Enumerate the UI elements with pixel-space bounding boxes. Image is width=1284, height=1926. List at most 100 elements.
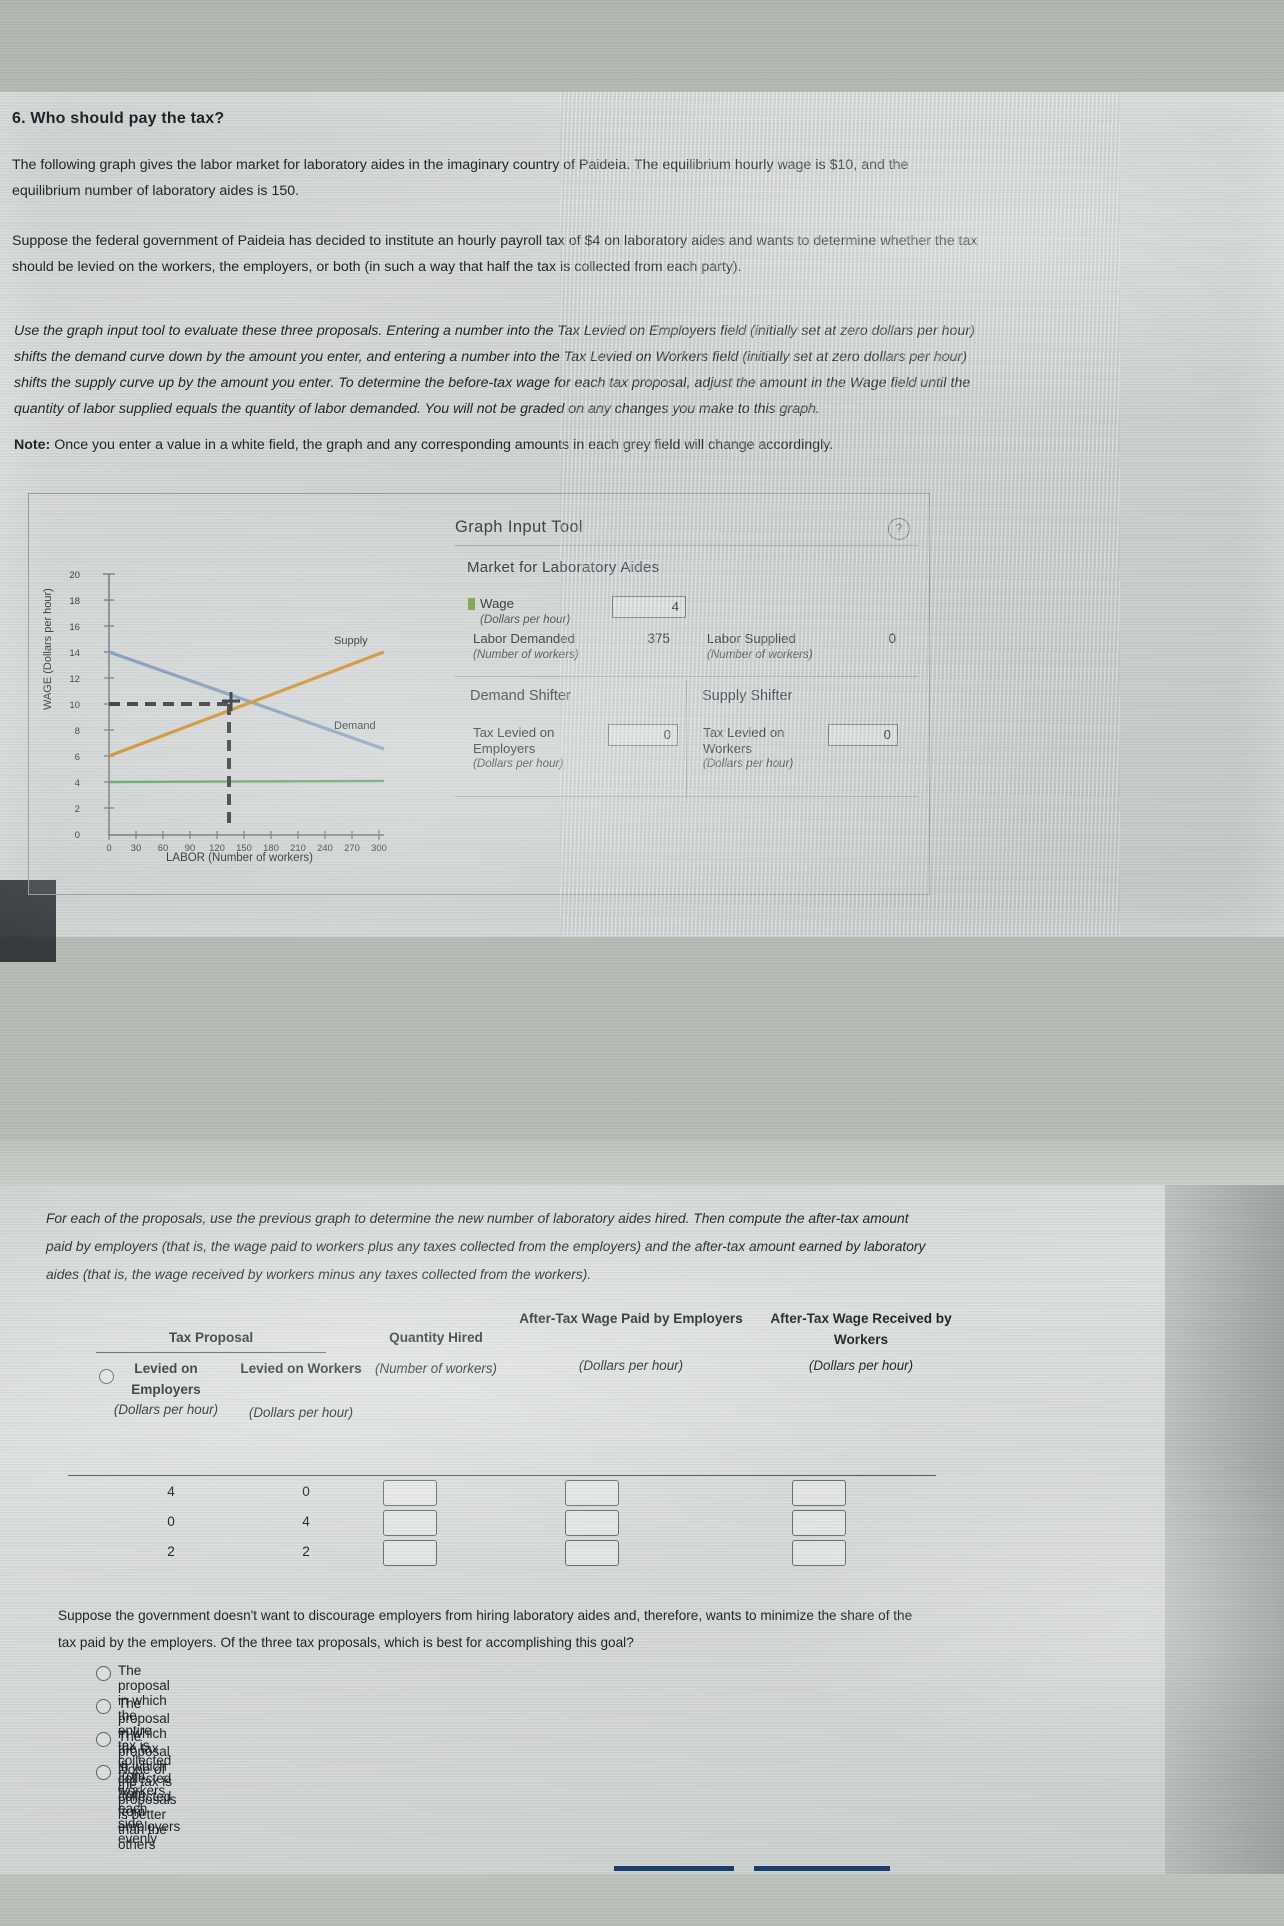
table-col-levied-workers: Levied on Workers xyxy=(240,1361,362,1376)
screen-seam xyxy=(0,1140,1284,1190)
tax-levied-workers-unit: (Dollars per hour) xyxy=(703,757,794,770)
demand-series-label: Demand xyxy=(334,720,376,732)
table-col-levied-workers-unit: (Dollars per hour) xyxy=(248,1405,354,1420)
table-row: 0 xyxy=(167,1514,175,1529)
note-label: Note: xyxy=(14,437,51,453)
option-4-label[interactable]: None of the proposals is better than the… xyxy=(118,1762,177,1852)
table-row: 2 xyxy=(167,1544,175,1559)
radio-option-2-icon[interactable] xyxy=(96,1699,111,1714)
y-tick-8: 8 xyxy=(74,726,80,737)
x-tick-marks xyxy=(108,830,380,840)
market-heading: Market for Laboratory Aides xyxy=(467,559,660,576)
y-tick-18: 18 xyxy=(69,596,80,607)
y-tick-14: 14 xyxy=(69,648,80,659)
table-col-after-tax-received-unit: (Dollars per hour) xyxy=(808,1358,914,1373)
tax-levied-workers-input[interactable]: 0 xyxy=(828,724,898,746)
x-tick-240: 240 xyxy=(317,842,333,853)
after-tax-received-input-row2[interactable] xyxy=(792,1510,846,1536)
x-tick-300: 300 xyxy=(371,842,387,853)
option-3-label[interactable]: The proposal in which the tax is collect… xyxy=(118,1729,181,1834)
table-col-levied-employers: Levied on Employers xyxy=(131,1361,201,1397)
y-tick-20: 20 xyxy=(69,570,80,581)
labor-supplied-unit: (Number of workers) xyxy=(707,647,813,661)
labor-demanded-unit: (Number of workers) xyxy=(473,647,579,661)
intro-paragraph-3: Use the graph input tool to evaluate the… xyxy=(14,323,975,417)
x-tick-90: 90 xyxy=(184,842,196,853)
table-col-after-tax-received: After-Tax Wage Received by Workers xyxy=(770,1311,952,1347)
chart-svg xyxy=(103,573,385,840)
supply-shifter-heading: Supply Shifter xyxy=(702,688,793,704)
radio-option-1-icon[interactable] xyxy=(96,1666,111,1681)
table-group-rule xyxy=(96,1352,326,1353)
note-line: Note: Once you enter a value in a white … xyxy=(14,432,994,458)
page-title: 6. Who should pay the tax? xyxy=(12,110,225,127)
intro-paragraph-1: The following graph gives the labor mark… xyxy=(12,157,909,199)
wage-line xyxy=(108,779,385,784)
help-icon[interactable]: ? xyxy=(888,518,910,540)
y-tick-0: 0 xyxy=(74,830,80,841)
x-tick-30: 30 xyxy=(130,842,142,853)
x-tick-120: 120 xyxy=(209,842,225,853)
tax-levied-employers-input[interactable]: 0 xyxy=(608,724,678,746)
equilibrium-marker xyxy=(222,692,240,711)
radio-option-3-icon[interactable] xyxy=(96,1732,111,1747)
bottom-shadow-band xyxy=(0,1874,1284,1926)
lower-intro-paragraph: For each of the proposals, use the previ… xyxy=(46,1211,926,1282)
labor-demanded-value: 375 xyxy=(647,631,670,646)
graph-input-tool-panel xyxy=(28,493,930,895)
after-tax-received-input-row1[interactable] xyxy=(792,1480,846,1506)
wage-field-unit: (Dollars per hour) xyxy=(480,612,571,626)
tax-levied-workers-label: Tax Levied on Workers (Dollars per hour) xyxy=(703,725,815,772)
wage-input[interactable]: 4 xyxy=(612,596,686,618)
x-tick-60: 60 xyxy=(157,842,169,853)
quantity-hired-input-row3[interactable] xyxy=(383,1540,437,1566)
primary-action-button[interactable] xyxy=(614,1866,734,1871)
y-tick-10: 10 xyxy=(69,700,80,711)
table-row: 4 xyxy=(167,1484,175,1499)
demand-shifter-heading: Demand Shifter xyxy=(470,688,571,704)
table-col-quantity-hired: Quantity Hired xyxy=(389,1330,483,1345)
table-col-levied-employers-unit: (Dollars per hour) xyxy=(113,1402,219,1417)
graph-input-tool-title: Graph Input Tool xyxy=(455,518,584,536)
option-2-label[interactable]: The proposal in which the tax is collect… xyxy=(118,1696,172,1846)
labor-supplied-value: 0 xyxy=(888,631,896,646)
after-tax-paid-input-row1[interactable] xyxy=(565,1480,619,1506)
tax-levied-employers-label: Tax Levied on Employers (Dollars per hou… xyxy=(473,725,588,772)
intro-paragraph-2: Suppose the federal government of Paidei… xyxy=(12,233,978,275)
table-row: 4 xyxy=(302,1514,310,1529)
radio-option-4-icon[interactable] xyxy=(96,1765,111,1780)
chart-x-axis-label: LABOR (Number of workers) xyxy=(166,852,313,864)
after-tax-paid-input-row3[interactable] xyxy=(565,1540,619,1566)
labor-supplied-label: Labor Supplied (Number of workers) xyxy=(707,631,813,661)
y-tick-2: 2 xyxy=(74,804,80,815)
shifter-bottom-divider xyxy=(455,796,918,797)
table-header-rule xyxy=(68,1475,936,1476)
table-col-after-tax-paid: After-Tax Wage Paid by Employers xyxy=(519,1311,743,1326)
x-tick-150: 150 xyxy=(236,842,252,853)
right-shadow-band xyxy=(1165,1185,1284,1875)
wage-field-label: Wage (Dollars per hour) xyxy=(480,596,571,626)
tax-levied-employers-unit: (Dollars per hour) xyxy=(473,757,564,770)
x-tick-0: 0 xyxy=(106,842,112,853)
note-text: Once you enter a value in a white field,… xyxy=(50,437,834,453)
x-tick-210: 210 xyxy=(290,842,306,853)
after-tax-received-input-row3[interactable] xyxy=(792,1540,846,1566)
x-tick-180: 180 xyxy=(263,842,279,853)
after-tax-paid-input-row2[interactable] xyxy=(565,1510,619,1536)
table-group-header-tax-proposal: Tax Proposal xyxy=(168,1330,254,1345)
follow-up-question: Suppose the government doesn't want to d… xyxy=(58,1608,913,1650)
graph-input-tool-body xyxy=(455,545,918,842)
secondary-action-button[interactable] xyxy=(754,1866,890,1871)
y-tick-4: 4 xyxy=(74,778,80,789)
demand-curve xyxy=(108,650,385,751)
shifter-divider xyxy=(455,676,918,677)
supply-curve xyxy=(108,650,385,758)
supply-series-label: Supply xyxy=(334,635,368,647)
quantity-hired-input-row1[interactable] xyxy=(383,1480,437,1506)
table-row: 0 xyxy=(302,1484,310,1499)
screen-region-bottom xyxy=(0,1185,1284,1875)
labor-demanded-label: Labor Demanded (Number of workers) xyxy=(473,631,579,661)
table-col-quantity-hired-unit: (Number of workers) xyxy=(374,1361,498,1376)
option-1-label[interactable]: The proposal in which the entire tax is … xyxy=(118,1663,172,1798)
quantity-hired-input-row2[interactable] xyxy=(383,1510,437,1536)
